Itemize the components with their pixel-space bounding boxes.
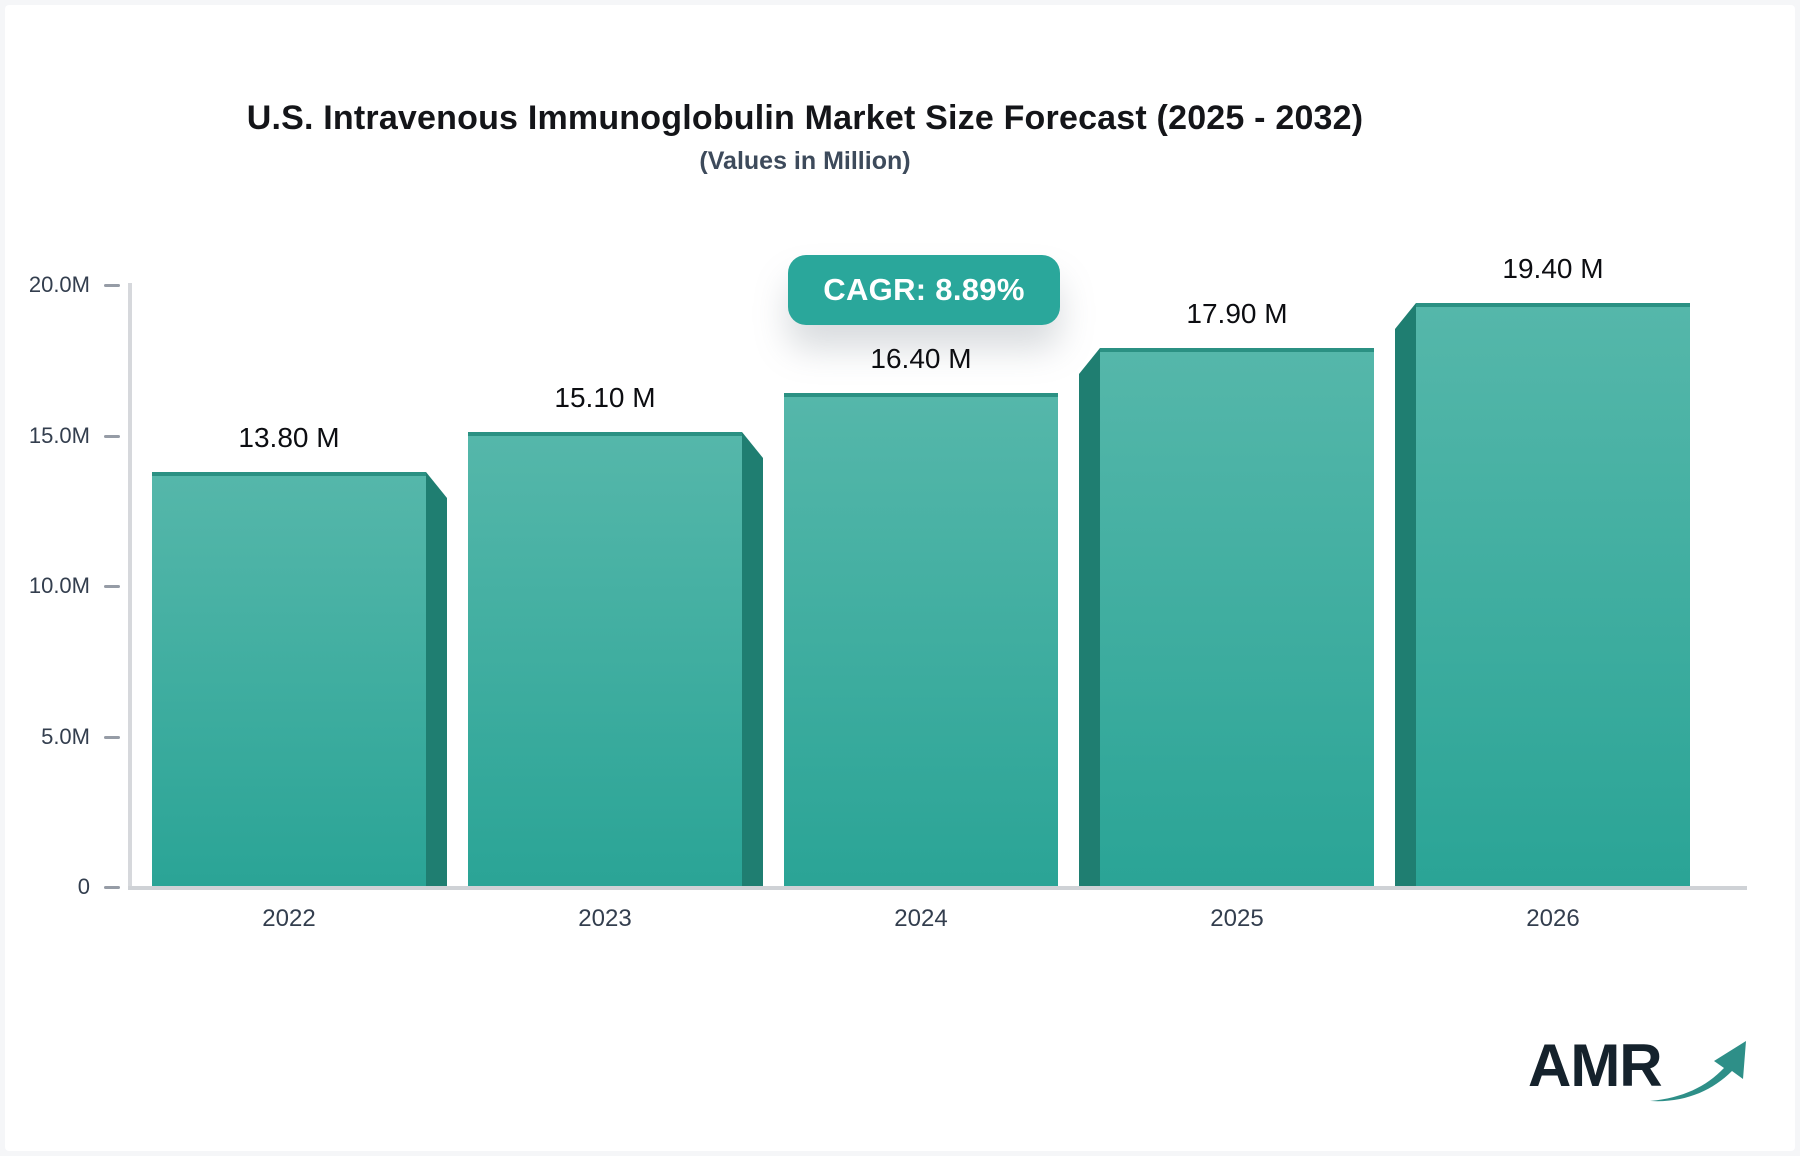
bar-3d-side xyxy=(1395,303,1416,888)
amr-logo-text: AMR xyxy=(1528,1032,1663,1099)
cagr-badge: CAGR: 8.89% xyxy=(788,255,1060,325)
bar-value-label: 19.40 M xyxy=(1502,253,1604,284)
chart-subtitle: (Values in Million) xyxy=(699,147,911,175)
bar-value-label: 16.40 M xyxy=(870,343,972,374)
x-tick-label: 2024 xyxy=(894,905,948,932)
y-tick-mark xyxy=(104,585,120,588)
growth-arrow-icon xyxy=(1649,1041,1746,1102)
y-tick-label: 5.0M xyxy=(41,723,90,749)
bar-3d-side xyxy=(426,472,447,888)
x-tick-label: 2025 xyxy=(1210,905,1264,932)
y-tick-label: 10.0M xyxy=(28,573,90,598)
bar-3d-side xyxy=(742,432,763,888)
y-tick-mark xyxy=(104,434,120,438)
bar xyxy=(1100,348,1374,888)
amr-logo: AMR xyxy=(1528,1036,1748,1106)
bar xyxy=(1416,303,1690,888)
x-tick-label: 2023 xyxy=(578,905,632,932)
x-tick-label: 2022 xyxy=(262,905,316,932)
bar-3d-side xyxy=(1079,348,1100,888)
y-tick-mark xyxy=(104,886,120,889)
cagr-badge-label: CAGR: 8.89% xyxy=(823,272,1025,307)
y-tick-label: 0 xyxy=(77,874,90,899)
bar-value-label: 15.10 M xyxy=(554,382,656,413)
y-tick-label: 20.0M xyxy=(28,272,90,297)
x-tick-label: 2026 xyxy=(1526,905,1580,932)
bar xyxy=(152,472,426,888)
bar xyxy=(784,393,1058,888)
y-tick-mark xyxy=(104,284,120,287)
x-axis-line xyxy=(128,886,1747,890)
y-tick-label: 15.0M xyxy=(28,422,90,448)
bar-value-label: 17.90 M xyxy=(1186,298,1288,329)
chart-title: U.S. Intravenous Immunoglobulin Market S… xyxy=(246,99,1364,137)
bar-value-label: 13.80 M xyxy=(238,422,340,453)
bar xyxy=(468,432,742,888)
y-tick-mark xyxy=(104,735,120,739)
y-axis-line xyxy=(128,283,132,890)
